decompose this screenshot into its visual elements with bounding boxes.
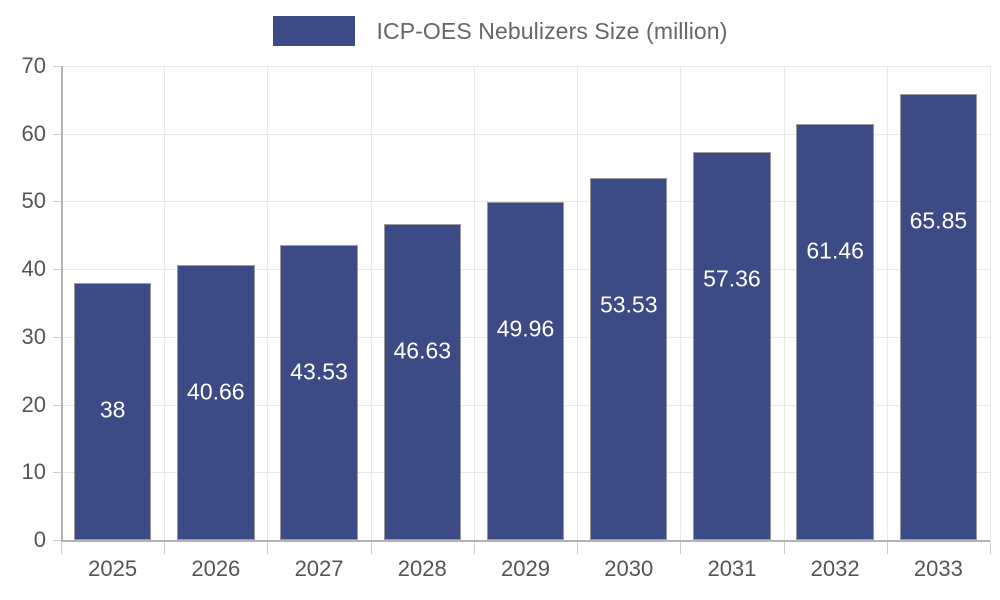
y-tick-label-30: 30 [21, 323, 46, 349]
y-tick-label-50: 50 [21, 188, 46, 214]
x-tick-mark-2 [267, 542, 268, 554]
gridline-x-1 [164, 66, 165, 540]
x-tick-mark-7 [784, 542, 785, 554]
bar-2029[interactable] [486, 201, 565, 540]
y-tick-mark-40 [53, 269, 61, 271]
y-tick-label-40: 40 [21, 256, 46, 282]
x-tick-label-2032: 2032 [810, 556, 860, 581]
legend-color-swatch-icon [272, 16, 355, 46]
bar-2026[interactable] [177, 264, 255, 540]
bar-2027[interactable] [280, 245, 358, 540]
x-tick-label-2033: 2033 [913, 556, 963, 581]
bar-2032[interactable] [796, 123, 874, 540]
x-tick-mark-9 [990, 542, 991, 554]
y-axis-line [61, 66, 63, 541]
y-tick-mark-70 [53, 66, 61, 67]
y-tick-mark-60 [53, 133, 61, 135]
y-tick-mark-30 [53, 336, 61, 338]
y-tick-label-20: 20 [21, 391, 46, 417]
plot-area [61, 66, 991, 541]
x-axis-line [61, 540, 990, 542]
y-tick-label-60: 60 [21, 120, 46, 146]
x-tick-mark-6 [680, 542, 681, 554]
x-tick-label-2030: 2030 [604, 556, 654, 581]
y-tick-mark-20 [53, 404, 61, 406]
gridline-x-8 [887, 66, 888, 540]
gridline-y-60 [61, 133, 990, 135]
chart-legend: ICP-OES Nebulizers Size (million) [0, 10, 1000, 52]
x-tick-mark-5 [577, 542, 578, 554]
bar-2025[interactable] [73, 282, 152, 540]
x-tick-mark-4 [474, 542, 475, 554]
x-tick-mark-1 [164, 542, 165, 554]
x-tick-mark-3 [371, 542, 372, 554]
legend-item-icp-oes-nebulizers-size[interactable]: ICP-OES Nebulizers Size (million) [272, 16, 728, 46]
y-tick-mark-50 [53, 201, 61, 203]
gridline-x-3 [371, 66, 372, 540]
gridline-y-70 [61, 66, 990, 67]
y-tick-label-10: 10 [21, 459, 46, 485]
x-tick-label-2028: 2028 [397, 556, 447, 581]
y-tick-mark-10 [53, 472, 61, 474]
gridline-x-9 [990, 66, 991, 540]
x-tick-mark-0 [61, 542, 62, 554]
bar-2028[interactable] [383, 224, 461, 540]
x-tick-label-2027: 2027 [294, 556, 344, 581]
x-tick-label-2025: 2025 [88, 556, 138, 581]
bar-2030[interactable] [590, 177, 668, 540]
legend-item-label: ICP-OES Nebulizers Size (million) [376, 17, 728, 44]
x-tick-mark-8 [887, 542, 888, 554]
gridline-x-4 [474, 66, 475, 540]
x-tick-label-2029: 2029 [501, 556, 550, 581]
y-tick-label-0: 0 [33, 527, 46, 552]
x-tick-label-2031: 2031 [707, 556, 757, 581]
y-tick-mark-0 [53, 540, 61, 541]
gridline-x-7 [784, 66, 785, 540]
bar-2033[interactable] [899, 94, 978, 540]
gridline-x-6 [680, 66, 681, 540]
gridline-x-5 [577, 66, 578, 540]
x-tick-label-2026: 2026 [191, 556, 241, 581]
bar-2031[interactable] [693, 151, 771, 540]
y-tick-label-70: 70 [21, 53, 46, 78]
gridline-x-2 [267, 66, 268, 540]
